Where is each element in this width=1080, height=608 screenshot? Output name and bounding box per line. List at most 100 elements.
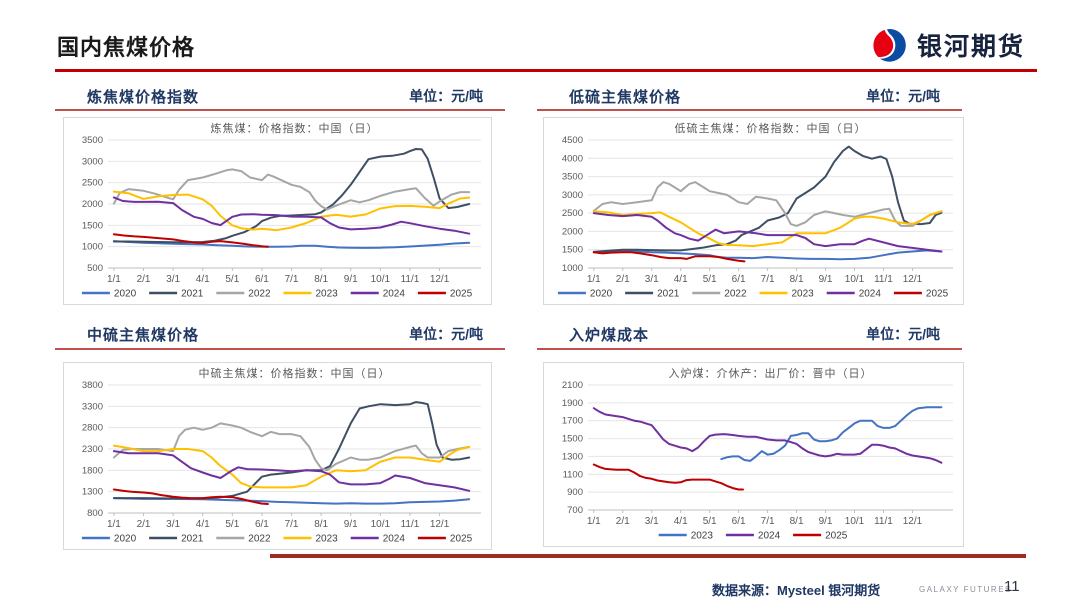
svg-text:8/1: 8/1 bbox=[790, 274, 804, 285]
svg-text:2021: 2021 bbox=[181, 289, 204, 300]
svg-text:炼焦煤：价格指数：中国（日）: 炼焦煤：价格指数：中国（日） bbox=[211, 121, 379, 135]
svg-text:1700: 1700 bbox=[562, 416, 583, 427]
svg-text:1300: 1300 bbox=[562, 451, 583, 462]
panel-title: 低硫主焦煤价格 bbox=[569, 88, 682, 106]
svg-text:3800: 3800 bbox=[82, 380, 103, 391]
svg-text:2023: 2023 bbox=[316, 534, 339, 545]
panel-unit-label: 单位：元/吨 bbox=[866, 326, 940, 342]
svg-text:低硫主焦煤：价格指数：中国（日）: 低硫主焦煤：价格指数：中国（日） bbox=[675, 121, 867, 135]
svg-text:7/1: 7/1 bbox=[285, 274, 299, 285]
svg-text:1900: 1900 bbox=[562, 398, 583, 409]
svg-text:2/1: 2/1 bbox=[616, 274, 630, 285]
data-source-text: 数据来源：Mysteel 银河期货 bbox=[712, 583, 881, 598]
svg-text:500: 500 bbox=[87, 263, 103, 274]
svg-text:2020: 2020 bbox=[114, 289, 137, 300]
svg-text:3/1: 3/1 bbox=[166, 519, 180, 530]
svg-text:900: 900 bbox=[567, 487, 583, 498]
svg-text:2020: 2020 bbox=[590, 289, 613, 300]
title-divider bbox=[55, 69, 1037, 72]
svg-text:3/1: 3/1 bbox=[166, 274, 180, 285]
svg-text:2025: 2025 bbox=[825, 531, 848, 542]
panel-unit-label: 单位：元/吨 bbox=[409, 88, 483, 104]
svg-text:10/1: 10/1 bbox=[845, 516, 865, 527]
panel-title: 中硫主焦煤价格 bbox=[87, 326, 200, 344]
svg-text:3000: 3000 bbox=[562, 190, 583, 201]
svg-text:10/1: 10/1 bbox=[371, 274, 391, 285]
svg-text:5/1: 5/1 bbox=[225, 519, 239, 530]
svg-text:4/1: 4/1 bbox=[674, 274, 688, 285]
svg-text:2300: 2300 bbox=[82, 444, 103, 455]
svg-text:11/1: 11/1 bbox=[401, 519, 420, 530]
svg-text:2100: 2100 bbox=[562, 380, 583, 391]
svg-text:2/1: 2/1 bbox=[137, 274, 151, 285]
svg-text:12/1: 12/1 bbox=[430, 274, 450, 285]
svg-text:10/1: 10/1 bbox=[845, 274, 865, 285]
svg-text:9/1: 9/1 bbox=[819, 516, 833, 527]
svg-text:6/1: 6/1 bbox=[732, 274, 746, 285]
svg-text:8/1: 8/1 bbox=[314, 274, 328, 285]
svg-text:9/1: 9/1 bbox=[819, 274, 833, 285]
svg-text:11/1: 11/1 bbox=[401, 274, 420, 285]
galaxy-logo-icon bbox=[872, 27, 909, 63]
svg-text:1000: 1000 bbox=[562, 263, 583, 274]
svg-text:2021: 2021 bbox=[181, 534, 204, 545]
panel-header-furnace-coal-cost: 入炉煤成本 单位：元/吨 bbox=[537, 322, 962, 346]
svg-text:2021: 2021 bbox=[657, 289, 680, 300]
svg-text:3/1: 3/1 bbox=[645, 274, 659, 285]
svg-text:2/1: 2/1 bbox=[616, 516, 630, 527]
panel-header-low-sulfur: 低硫主焦煤价格 单位：元/吨 bbox=[537, 84, 962, 108]
logo: 银河期货 bbox=[872, 26, 1025, 64]
svg-text:2800: 2800 bbox=[82, 423, 103, 434]
svg-text:入炉煤：介休产：出厂价：晋中（日）: 入炉煤：介休产：出厂价：晋中（日） bbox=[669, 366, 873, 380]
panel-header-coking-coal-index: 炼焦煤价格指数 单位：元/吨 bbox=[55, 84, 505, 108]
brand-watermark: GALAXY FUTURES bbox=[919, 585, 1012, 594]
svg-text:3/1: 3/1 bbox=[645, 516, 659, 527]
svg-text:2023: 2023 bbox=[792, 289, 815, 300]
svg-text:2000: 2000 bbox=[82, 199, 103, 210]
svg-text:2022: 2022 bbox=[724, 289, 747, 300]
chart-low-sulfur-coking-coal-price: 低硫主焦煤：价格指数：中国（日） 1000 1500 2000 2500 3000 3500… bbox=[543, 117, 964, 305]
svg-text:8/1: 8/1 bbox=[790, 516, 804, 527]
chart-mid-sulfur-coking-coal-price: 中硫主焦煤：价格指数：中国（日） 800 1300 1800 2300 2800 3300 3… bbox=[63, 362, 492, 550]
svg-text:2025: 2025 bbox=[926, 289, 949, 300]
svg-text:1300: 1300 bbox=[82, 487, 103, 498]
panel-divider bbox=[55, 348, 505, 350]
page-title: 国内焦煤价格 bbox=[57, 35, 196, 60]
panel-divider bbox=[537, 109, 962, 111]
svg-text:2024: 2024 bbox=[383, 534, 406, 545]
svg-text:11/1: 11/1 bbox=[874, 274, 893, 285]
svg-text:1800: 1800 bbox=[82, 465, 103, 476]
svg-text:2025: 2025 bbox=[450, 534, 473, 545]
svg-text:4000: 4000 bbox=[562, 153, 583, 164]
svg-text:2/1: 2/1 bbox=[137, 519, 151, 530]
chart-furnace-coal-cost: 入炉煤：介休产：出厂价：晋中（日） 700 900 1100 1300 1500 1700 1… bbox=[543, 362, 964, 547]
svg-text:8/1: 8/1 bbox=[314, 519, 328, 530]
logo-text: 银河期货 bbox=[917, 33, 1026, 61]
svg-text:7/1: 7/1 bbox=[761, 274, 775, 285]
svg-text:3300: 3300 bbox=[82, 401, 103, 412]
svg-text:9/1: 9/1 bbox=[344, 519, 358, 530]
svg-text:12/1: 12/1 bbox=[903, 274, 923, 285]
svg-text:6/1: 6/1 bbox=[732, 516, 746, 527]
svg-text:5/1: 5/1 bbox=[225, 274, 239, 285]
page-number: 11 bbox=[1004, 578, 1020, 595]
svg-text:1500: 1500 bbox=[562, 434, 583, 445]
svg-text:2020: 2020 bbox=[114, 534, 137, 545]
svg-text:11/1: 11/1 bbox=[874, 516, 893, 527]
svg-text:2023: 2023 bbox=[316, 289, 339, 300]
svg-text:12/1: 12/1 bbox=[903, 516, 923, 527]
svg-text:3000: 3000 bbox=[82, 156, 103, 167]
svg-text:7/1: 7/1 bbox=[761, 516, 775, 527]
svg-text:2000: 2000 bbox=[562, 226, 583, 237]
svg-text:2500: 2500 bbox=[562, 208, 583, 219]
chart-coking-coal-price-index: 炼焦煤：价格指数：中国（日） 500 1000 1500 2000 2500 3000 350… bbox=[63, 117, 492, 305]
svg-text:2022: 2022 bbox=[248, 534, 271, 545]
svg-text:800: 800 bbox=[87, 508, 103, 519]
svg-text:4500: 4500 bbox=[562, 135, 583, 146]
svg-text:4/1: 4/1 bbox=[674, 516, 688, 527]
svg-text:6/1: 6/1 bbox=[255, 274, 269, 285]
svg-text:5/1: 5/1 bbox=[703, 274, 717, 285]
svg-text:2022: 2022 bbox=[248, 289, 271, 300]
panel-unit-label: 单位：元/吨 bbox=[866, 88, 940, 104]
svg-text:1/1: 1/1 bbox=[107, 274, 121, 285]
